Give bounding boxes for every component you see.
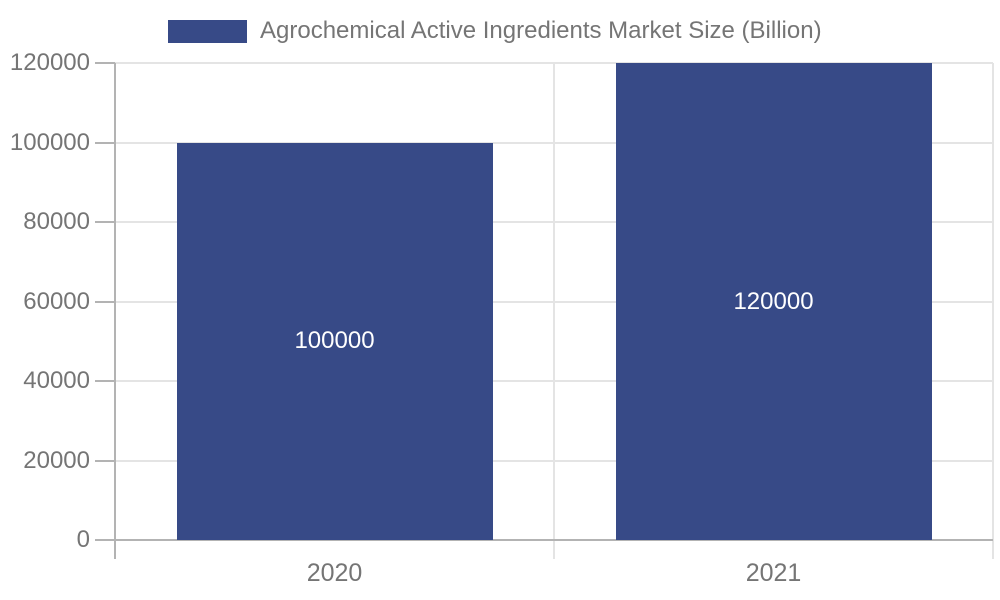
y-tick-label: 120000 [9, 49, 90, 76]
y-tick-label: 40000 [23, 367, 90, 394]
x-axis-line [95, 539, 993, 541]
x-axis-label-2021: 2021 [745, 559, 802, 587]
y-axis-line [114, 63, 116, 559]
legend-label: Agrochemical Active Ingredients Market S… [260, 17, 822, 44]
x-axis-label-2020: 2020 [306, 559, 363, 587]
y-tick-mark [95, 300, 115, 303]
y-tick-label: 20000 [23, 446, 90, 474]
y-tick-label: 60000 [23, 287, 90, 315]
chart-legend[interactable]: Agrochemical Active Ingredients Market S… [168, 15, 822, 47]
x-gridline [992, 63, 994, 559]
bar-2021 [615, 63, 932, 540]
x-gridline [553, 63, 555, 559]
bar-value-label: 100000 [294, 327, 375, 355]
y-tick-label: 100000 [9, 128, 90, 156]
y-tick-mark [95, 221, 115, 223]
legend-swatch [168, 19, 247, 43]
y-tick-mark [95, 62, 115, 64]
y-tick-mark [95, 459, 115, 462]
bar-2020 [176, 142, 493, 540]
y-tick-label: 80000 [23, 208, 90, 235]
bar-value-label: 120000 [733, 287, 814, 315]
y-tick-label: 0 [76, 526, 90, 553]
y-tick-mark [95, 141, 115, 144]
y-tick-mark [95, 380, 115, 382]
